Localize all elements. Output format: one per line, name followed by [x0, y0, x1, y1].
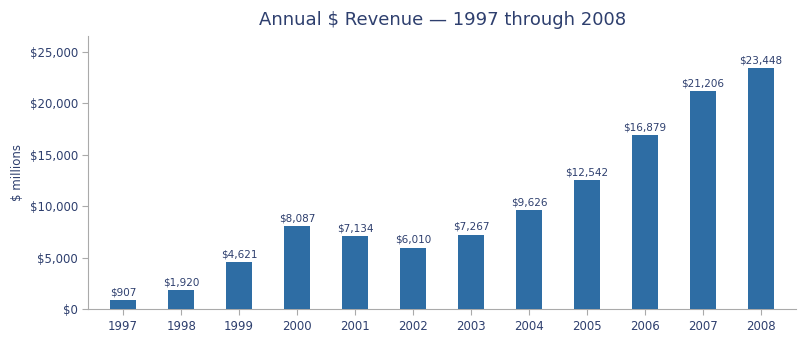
Bar — [748, 68, 774, 310]
Text: $12,542: $12,542 — [566, 168, 608, 178]
Bar — [284, 226, 310, 310]
Text: $7,134: $7,134 — [337, 223, 374, 233]
Title: Annual $ Revenue — 1997 through 2008: Annual $ Revenue — 1997 through 2008 — [258, 11, 625, 29]
Text: $907: $907 — [110, 288, 136, 298]
Bar — [690, 91, 716, 310]
Bar — [110, 300, 136, 310]
Text: $23,448: $23,448 — [739, 55, 783, 65]
Text: $9,626: $9,626 — [511, 198, 547, 208]
Bar — [168, 290, 194, 310]
Text: $1,920: $1,920 — [163, 277, 199, 287]
Bar — [400, 247, 426, 310]
Text: $16,879: $16,879 — [624, 123, 667, 133]
Y-axis label: $ millions: $ millions — [11, 144, 24, 201]
Text: $6,010: $6,010 — [395, 235, 431, 245]
Bar — [226, 262, 252, 310]
Text: $8,087: $8,087 — [279, 214, 316, 224]
Bar — [458, 235, 484, 310]
Text: $21,206: $21,206 — [682, 78, 725, 88]
Text: $7,267: $7,267 — [453, 222, 489, 232]
Bar — [516, 210, 542, 310]
Bar — [574, 180, 600, 310]
Bar — [632, 136, 659, 310]
Bar — [342, 236, 368, 310]
Text: $4,621: $4,621 — [221, 249, 257, 259]
